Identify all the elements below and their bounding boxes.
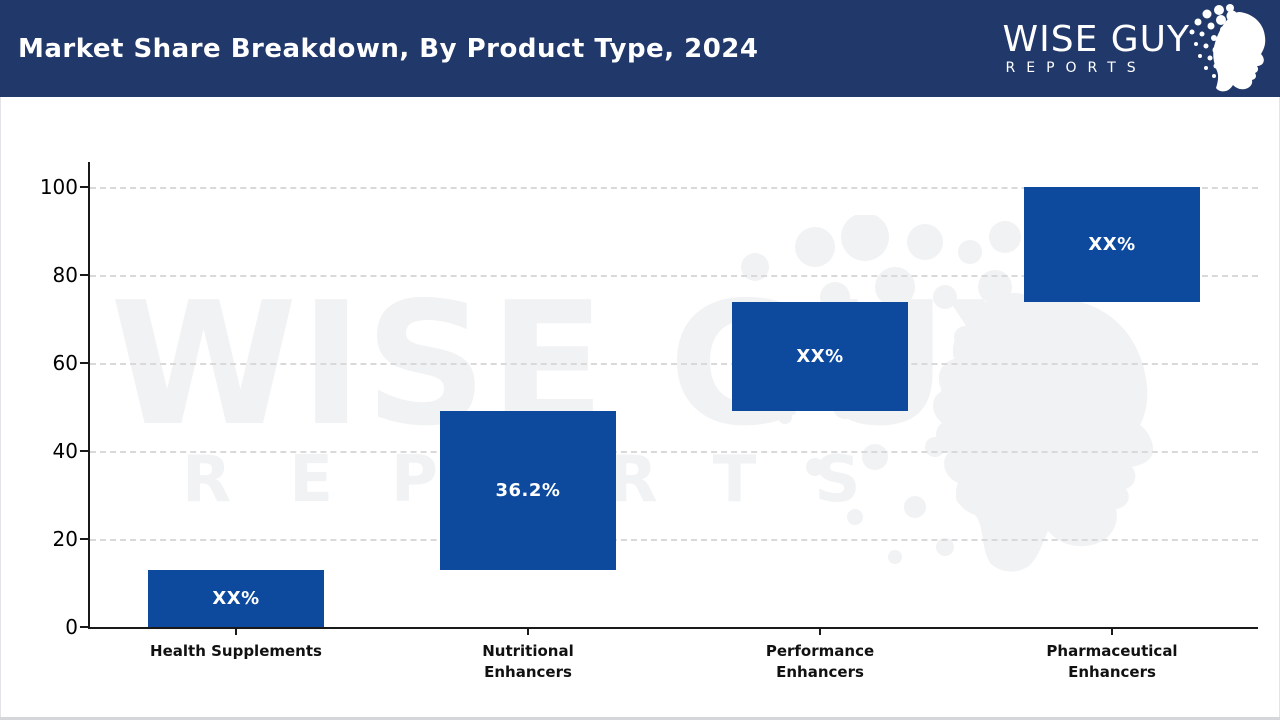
logo-wordmark: WISE GUY [1002,19,1190,60]
header: Market Share Breakdown, By Product Type,… [0,0,1280,97]
bar-value-label: XX% [1088,234,1136,256]
y-tick-label: 100 [39,175,78,199]
left-border [0,0,1,717]
brand-logo: WISE GUY REPORTS [1002,3,1271,94]
bar-segment: XX% [1024,187,1200,303]
bar-value-label: XX% [212,587,260,609]
y-tick-label: 20 [52,527,78,551]
gridline [90,539,1258,541]
brand-logo-text: WISE GUY REPORTS [1002,19,1191,76]
bar-segment: XX% [732,302,908,411]
y-tick-mark [80,274,88,276]
logo-subtitle: REPORTS [1005,60,1147,76]
y-tick-mark [80,626,88,628]
y-tick-label: 0 [65,615,78,639]
y-tick-mark [80,362,88,364]
y-tick-mark [80,186,88,188]
x-tick-mark [1111,627,1113,635]
x-tick-mark [819,627,821,635]
watermark-face-icon [741,215,1154,572]
y-tick-label: 60 [52,351,78,375]
gridline [90,187,1258,189]
gridline [90,275,1258,277]
x-tick-mark [527,627,529,635]
page-title: Market Share Breakdown, By Product Type,… [18,33,759,64]
y-tick-label: 40 [52,439,78,463]
y-tick-mark [80,450,88,452]
x-category-label: Nutritional Enhancers [482,642,574,681]
waterfall-chart: 0 20 40 60 80 100 XX% Health Supplements 36.2% Nu… [40,162,1258,681]
bar-segment: 36.2% [440,410,616,570]
x-category-label: Pharmaceutical Enhancers [1046,642,1178,681]
bar-segment: XX% [148,569,324,627]
y-tick-label: 80 [52,263,78,287]
bar-value-label: 36.2% [495,479,561,501]
gridline [90,451,1258,453]
bar-value-label: XX% [796,345,844,367]
x-category-label: Performance Enhancers [765,642,875,681]
x-tick-mark [235,627,237,635]
x-category-label: Health Supplements [150,642,322,660]
logo-face-icon [1189,3,1266,91]
gridline [90,363,1258,365]
y-tick-mark [80,538,88,540]
